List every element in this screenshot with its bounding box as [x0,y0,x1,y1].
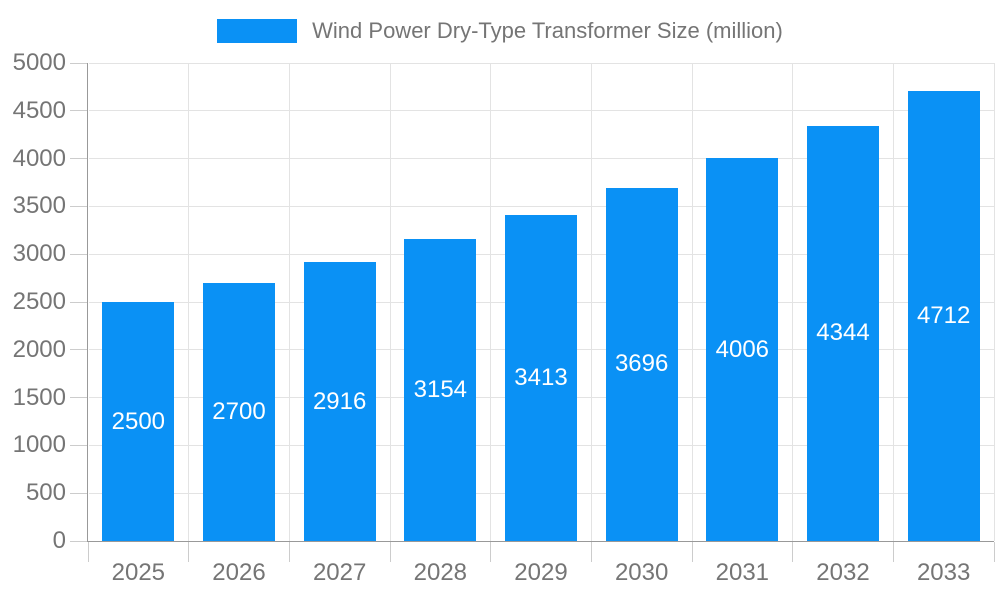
y-axis-line [87,63,88,541]
y-axis-tick [70,253,88,255]
bar[interactable]: 2700 [203,282,275,541]
bar[interactable]: 2500 [102,302,175,541]
x-axis-label: 2030 [614,559,669,586]
bar-value-label: 4712 [916,301,971,329]
y-axis-tick [70,62,88,64]
y-axis-tick [70,349,88,351]
x-axis-line [87,541,994,542]
bar-value-label: 3696 [614,350,669,378]
x-axis-tick [792,542,794,562]
bar[interactable]: 3154 [404,239,477,541]
bar-value-label: 3413 [514,363,568,391]
x-axis-tick [288,542,290,562]
gridline-vertical [490,63,492,541]
y-axis-label: 1500 [12,383,66,411]
y-axis-tick [70,492,88,494]
bar[interactable]: 2916 [303,262,376,541]
x-axis-label: 2033 [916,559,971,586]
y-axis-tick [70,444,88,446]
bar-value-label: 4344 [816,319,870,347]
gridline-horizontal [89,62,994,64]
y-axis-label: 500 [25,479,66,507]
y-axis-label: 3500 [12,192,66,220]
x-axis-tick [590,542,592,562]
x-axis-tick [188,542,190,562]
bar[interactable]: 3413 [505,214,577,541]
x-axis-label: 2032 [816,559,870,586]
bar-value-label: 3154 [413,376,468,404]
y-axis-label: 1000 [12,431,66,459]
y-axis-label: 5000 [12,49,66,76]
x-axis-tick [993,542,995,562]
gridline-vertical [892,63,894,541]
gridline-horizontal [89,205,994,207]
y-axis-label: 3000 [12,240,66,268]
x-axis-label: 2026 [212,559,266,586]
x-axis-label: 2031 [715,559,770,586]
gridline-vertical [993,63,995,541]
x-axis-tick [87,542,89,562]
y-axis-tick [70,540,88,542]
gridline-vertical [792,63,794,541]
gridline-vertical [288,63,290,541]
y-axis-label: 0 [52,527,66,554]
gridline-horizontal [89,110,994,112]
x-axis-tick [691,542,693,562]
gridline-vertical [691,63,693,541]
y-axis-label: 4500 [12,96,66,124]
bar[interactable]: 3696 [605,187,678,541]
bar-value-label: 2916 [312,387,367,415]
x-axis-label: 2029 [514,559,568,586]
gridline-vertical [389,63,391,541]
gridline-horizontal [89,158,994,160]
y-axis-tick [70,110,88,112]
x-axis-tick [389,542,391,562]
bar-value-label: 2700 [212,397,266,425]
bar[interactable]: 4712 [907,90,980,541]
bar-value-label: 4006 [715,335,770,363]
legend[interactable]: Wind Power Dry-Type Transformer Size (mi… [0,16,1000,46]
legend-label: Wind Power Dry-Type Transformer Size (mi… [312,18,783,43]
gridline-vertical [188,63,190,541]
y-axis-label: 2000 [12,335,66,363]
bar[interactable]: 4344 [807,125,879,541]
x-axis-label: 2027 [312,559,367,586]
x-axis-tick [490,542,492,562]
x-axis-label: 2028 [413,559,468,586]
gridline-vertical [590,63,592,541]
y-axis-tick [70,205,88,207]
bar[interactable]: 4006 [706,158,779,541]
y-axis-tick [70,397,88,399]
bar-value-label: 2500 [111,407,166,435]
y-axis-tick [70,158,88,160]
x-axis-tick [892,542,894,562]
y-axis-label: 4000 [12,144,66,172]
x-axis-label: 2025 [111,559,166,586]
y-axis-tick [70,301,88,303]
y-axis-label: 2500 [12,288,66,315]
legend-swatch [217,19,298,43]
